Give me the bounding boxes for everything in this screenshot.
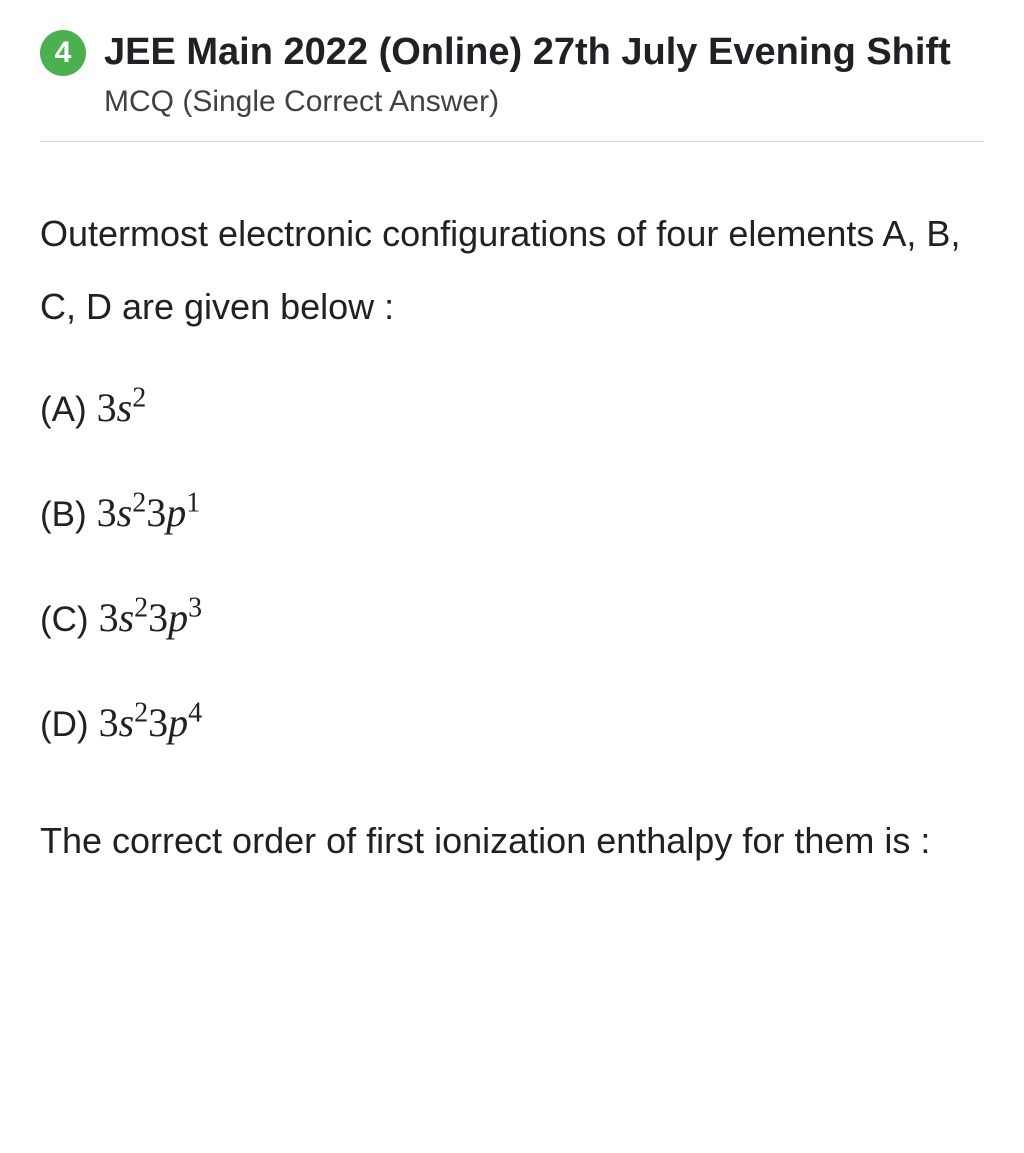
option-row[interactable]: (B) 3s23p1	[40, 489, 984, 536]
question-stem: Outermost electronic configurations of f…	[40, 197, 984, 345]
title-block: JEE Main 2022 (Online) 27th July Evening…	[104, 28, 984, 119]
option-math: 3s23p1	[97, 489, 201, 536]
option-row[interactable]: (C) 3s23p3	[40, 594, 984, 641]
question-number-badge: 4	[40, 30, 86, 76]
options-list: (A) 3s2 (B) 3s23p1 (C) 3s23p3 (D) 3s23p4	[40, 384, 984, 746]
option-math: 3s2	[97, 384, 147, 431]
option-math: 3s23p4	[99, 699, 203, 746]
question-type: MCQ (Single Correct Answer)	[104, 85, 984, 119]
option-row[interactable]: (A) 3s2	[40, 384, 984, 431]
option-label: (A)	[40, 390, 87, 430]
option-row[interactable]: (D) 3s23p4	[40, 699, 984, 746]
exam-title: JEE Main 2022 (Online) 27th July Evening…	[104, 28, 984, 77]
header-row: 4 JEE Main 2022 (Online) 27th July Eveni…	[40, 28, 984, 119]
option-label: (B)	[40, 495, 87, 535]
option-math: 3s23p3	[99, 594, 203, 641]
option-label: (C)	[40, 600, 89, 640]
question-card: 4 JEE Main 2022 (Online) 27th July Eveni…	[0, 0, 1024, 878]
question-body: Outermost electronic configurations of f…	[40, 142, 984, 878]
question-number: 4	[55, 36, 72, 70]
question-followup: The correct order of first ionization en…	[40, 804, 984, 878]
option-label: (D)	[40, 705, 89, 745]
